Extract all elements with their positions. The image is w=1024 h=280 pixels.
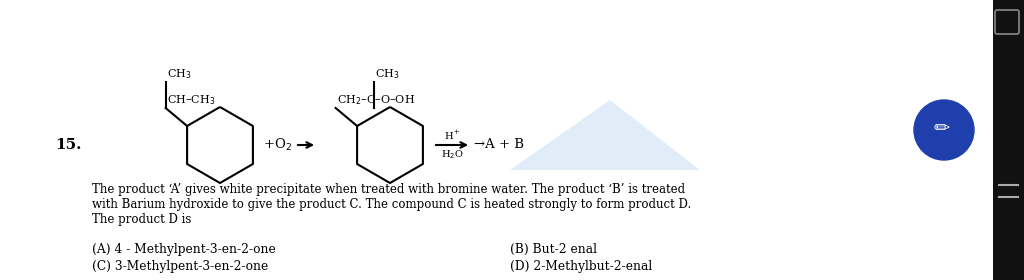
Text: (D) 2-Methylbut-2-enal: (D) 2-Methylbut-2-enal bbox=[510, 260, 652, 273]
Text: The product D is: The product D is bbox=[92, 213, 191, 226]
Text: The product ‘A’ gives white precipitate when treated with bromine water. The pro: The product ‘A’ gives white precipitate … bbox=[92, 183, 685, 196]
Text: H$^+$: H$^+$ bbox=[443, 129, 461, 142]
Text: ✏: ✏ bbox=[934, 120, 950, 139]
Text: (A) 4 - Methylpent-3-en-2-one: (A) 4 - Methylpent-3-en-2-one bbox=[92, 243, 275, 256]
Text: CH$_2$–C–O–OH: CH$_2$–C–O–OH bbox=[337, 93, 415, 107]
Polygon shape bbox=[510, 100, 700, 170]
Circle shape bbox=[914, 100, 974, 160]
Text: CH–CH$_3$: CH–CH$_3$ bbox=[167, 93, 215, 107]
Text: (B) But-2 enal: (B) But-2 enal bbox=[510, 243, 597, 256]
Text: H$_2$O: H$_2$O bbox=[440, 148, 463, 161]
Text: (C) 3-Methylpent-3-en-2-one: (C) 3-Methylpent-3-en-2-one bbox=[92, 260, 268, 273]
Bar bbox=[993, 0, 1024, 280]
Text: 15.: 15. bbox=[55, 138, 82, 152]
Text: with Barium hydroxide to give the product C. The compound C is heated strongly t: with Barium hydroxide to give the produc… bbox=[92, 198, 691, 211]
Text: CH$_3$: CH$_3$ bbox=[375, 67, 399, 81]
Text: →A + B: →A + B bbox=[474, 139, 524, 151]
Text: +O$_2$: +O$_2$ bbox=[263, 137, 292, 153]
Text: CH$_3$: CH$_3$ bbox=[167, 67, 191, 81]
